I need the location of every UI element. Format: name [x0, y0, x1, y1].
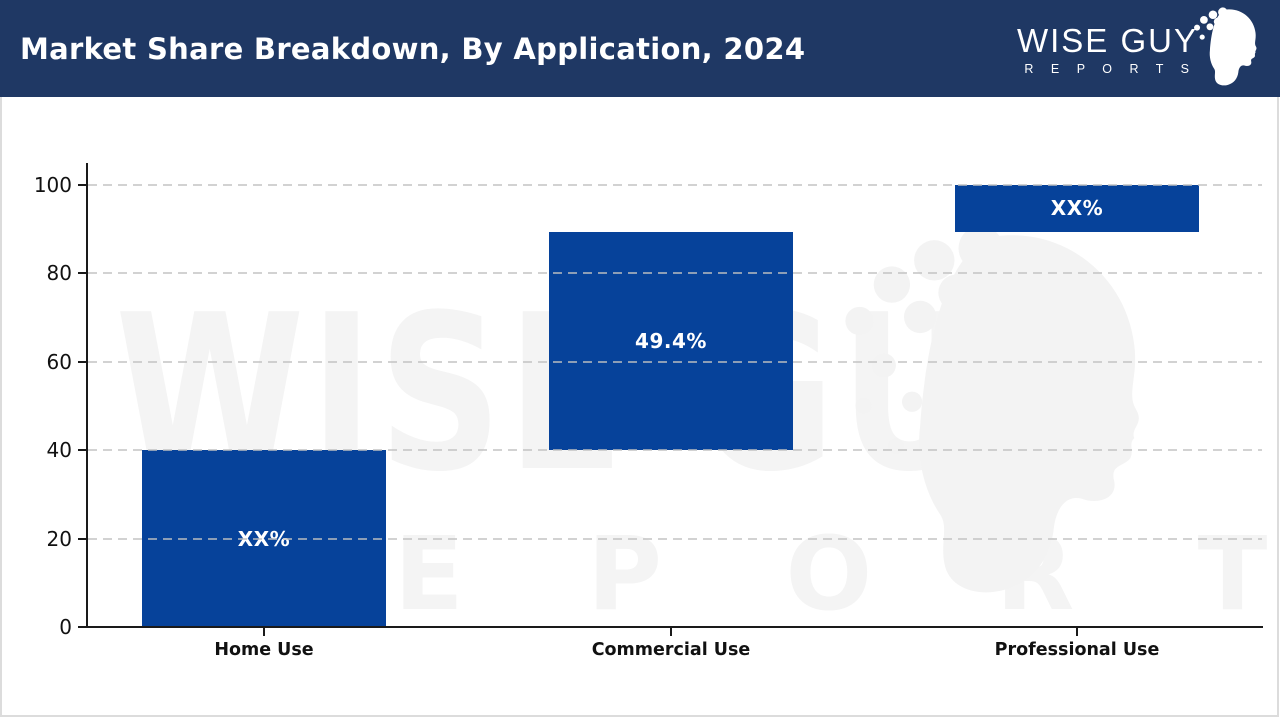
bar-segment-2: 49.4%: [549, 231, 793, 451]
y-tick-label-80: 80: [46, 261, 72, 286]
brand-subtext: R E P O R T S: [1024, 62, 1196, 76]
y-tick-label-20: 20: [46, 526, 72, 551]
bar-segment-3: XX%: [955, 185, 1199, 232]
x-category-label-1: Home Use: [214, 640, 314, 660]
y-tick-20: [78, 537, 87, 540]
y-axis-line: [86, 163, 88, 628]
gridline-20: [88, 537, 1262, 540]
y-tick-40: [78, 449, 87, 452]
x-category-label-3: Professional Use: [994, 640, 1160, 660]
gridline-80: [88, 272, 1262, 275]
y-tick-label-60: 60: [46, 349, 72, 374]
watermark-head-icon: [845, 226, 1139, 593]
header-bar: Market Share Breakdown, By Application, …: [0, 0, 1280, 97]
y-tick-label-100: 100: [33, 173, 72, 197]
x-category-label-2: Commercial Use: [591, 640, 751, 660]
y-tick-60: [78, 360, 87, 363]
page-title: Market Share Breakdown, By Application, …: [20, 31, 806, 66]
gridline-40: [88, 449, 1262, 452]
y-tick-label-0: 0: [59, 615, 72, 639]
bar-value-label-3: XX%: [1050, 196, 1104, 221]
x-tick-2: [670, 628, 672, 636]
wiseguy-head-icon: [1194, 7, 1257, 86]
bar-value-label-2: 49.4%: [635, 329, 707, 354]
brand-text: WISE GUY R E P O R T S: [1017, 24, 1198, 76]
x-tick-3: [1076, 628, 1078, 636]
brand-logo: WISE GUY R E P O R T S: [1017, 4, 1272, 96]
x-tick-1: [263, 628, 265, 636]
y-tick-0: [78, 626, 87, 628]
gridline-60: [88, 360, 1262, 363]
y-tick-80: [78, 272, 87, 275]
y-tick-label-40: 40: [46, 438, 72, 463]
gridline-100: [88, 184, 1262, 186]
y-tick-100: [78, 184, 87, 186]
x-axis-line: [86, 626, 1263, 628]
brand-wordmark: WISE GUY: [1016, 22, 1198, 59]
